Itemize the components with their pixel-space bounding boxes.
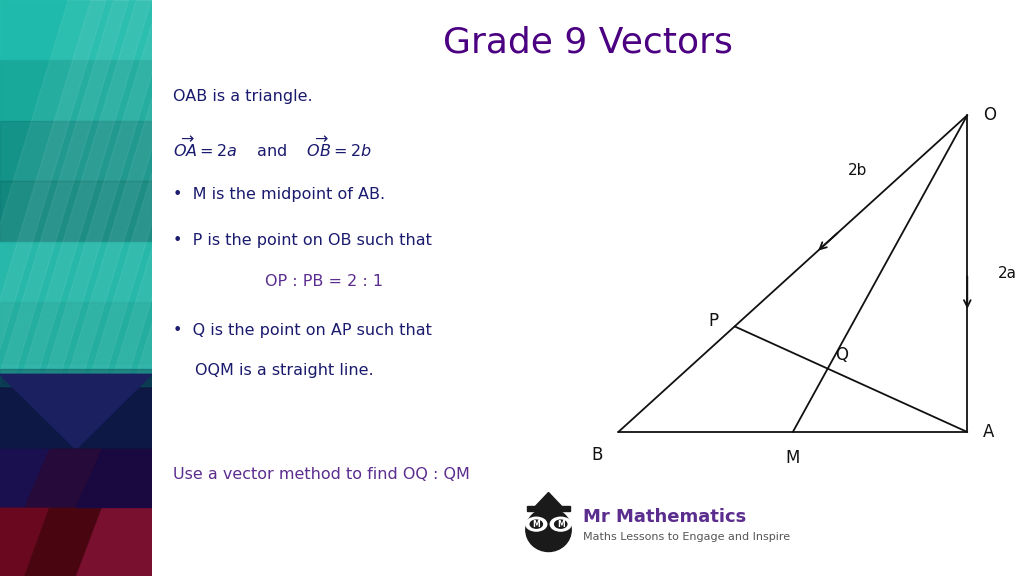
Polygon shape	[0, 507, 50, 576]
Text: •  P is the point on OB such that: • P is the point on OB such that	[173, 233, 432, 248]
Text: Q: Q	[835, 346, 848, 364]
Polygon shape	[76, 449, 152, 507]
Polygon shape	[23, 0, 174, 374]
Text: Use a vector method to find OQ : QM: Use a vector method to find OQ : QM	[173, 467, 470, 482]
Polygon shape	[0, 302, 152, 363]
Ellipse shape	[526, 508, 571, 552]
Text: OAB is a triangle.: OAB is a triangle.	[173, 89, 313, 104]
Text: A: A	[983, 423, 994, 441]
Text: OQM is a straight line.: OQM is a straight line.	[196, 363, 374, 378]
Polygon shape	[0, 60, 152, 121]
Polygon shape	[114, 0, 265, 374]
Text: M: M	[785, 449, 800, 467]
Polygon shape	[0, 0, 129, 374]
Polygon shape	[159, 0, 310, 374]
Polygon shape	[0, 0, 152, 60]
Polygon shape	[0, 0, 106, 374]
Polygon shape	[536, 492, 561, 506]
Circle shape	[550, 517, 571, 531]
Circle shape	[530, 520, 543, 528]
Text: Grade 9 Vectors: Grade 9 Vectors	[442, 26, 733, 60]
Text: O: O	[983, 106, 996, 124]
Text: Mr Mathematics: Mr Mathematics	[584, 507, 746, 526]
Circle shape	[526, 517, 547, 531]
Polygon shape	[0, 0, 152, 374]
Text: P: P	[709, 312, 719, 329]
Polygon shape	[0, 449, 50, 507]
Bar	[0, 369, 152, 386]
Text: •  M is the midpoint of AB.: • M is the midpoint of AB.	[173, 187, 385, 202]
Polygon shape	[0, 374, 152, 449]
Polygon shape	[0, 121, 152, 181]
Polygon shape	[136, 0, 288, 374]
Polygon shape	[0, 449, 152, 518]
Polygon shape	[76, 507, 152, 576]
Polygon shape	[25, 507, 101, 576]
Text: $\overrightarrow{OA}$$ = 2a$    and    $\overrightarrow{OB}$$ = 2b$: $\overrightarrow{OA}$$ = 2a$ and $\overr…	[173, 135, 372, 160]
Text: Maths Lessons to Engage and Inspire: Maths Lessons to Engage and Inspire	[584, 532, 791, 543]
Text: OP : PB = 2 : 1: OP : PB = 2 : 1	[265, 274, 383, 289]
Polygon shape	[91, 0, 243, 374]
Bar	[0, 374, 152, 576]
Text: M: M	[557, 520, 564, 529]
Polygon shape	[0, 181, 152, 242]
Polygon shape	[25, 449, 101, 507]
Bar	[0, 507, 152, 576]
Text: 2a: 2a	[997, 266, 1017, 281]
Text: •  Q is the point on AP such that: • Q is the point on AP such that	[173, 323, 432, 338]
Polygon shape	[0, 242, 152, 302]
Bar	[526, 506, 570, 511]
Text: M: M	[532, 520, 541, 529]
Text: B: B	[591, 446, 602, 464]
Polygon shape	[69, 0, 220, 374]
Text: 2b: 2b	[848, 163, 866, 178]
Polygon shape	[45, 0, 197, 374]
Circle shape	[555, 520, 567, 528]
